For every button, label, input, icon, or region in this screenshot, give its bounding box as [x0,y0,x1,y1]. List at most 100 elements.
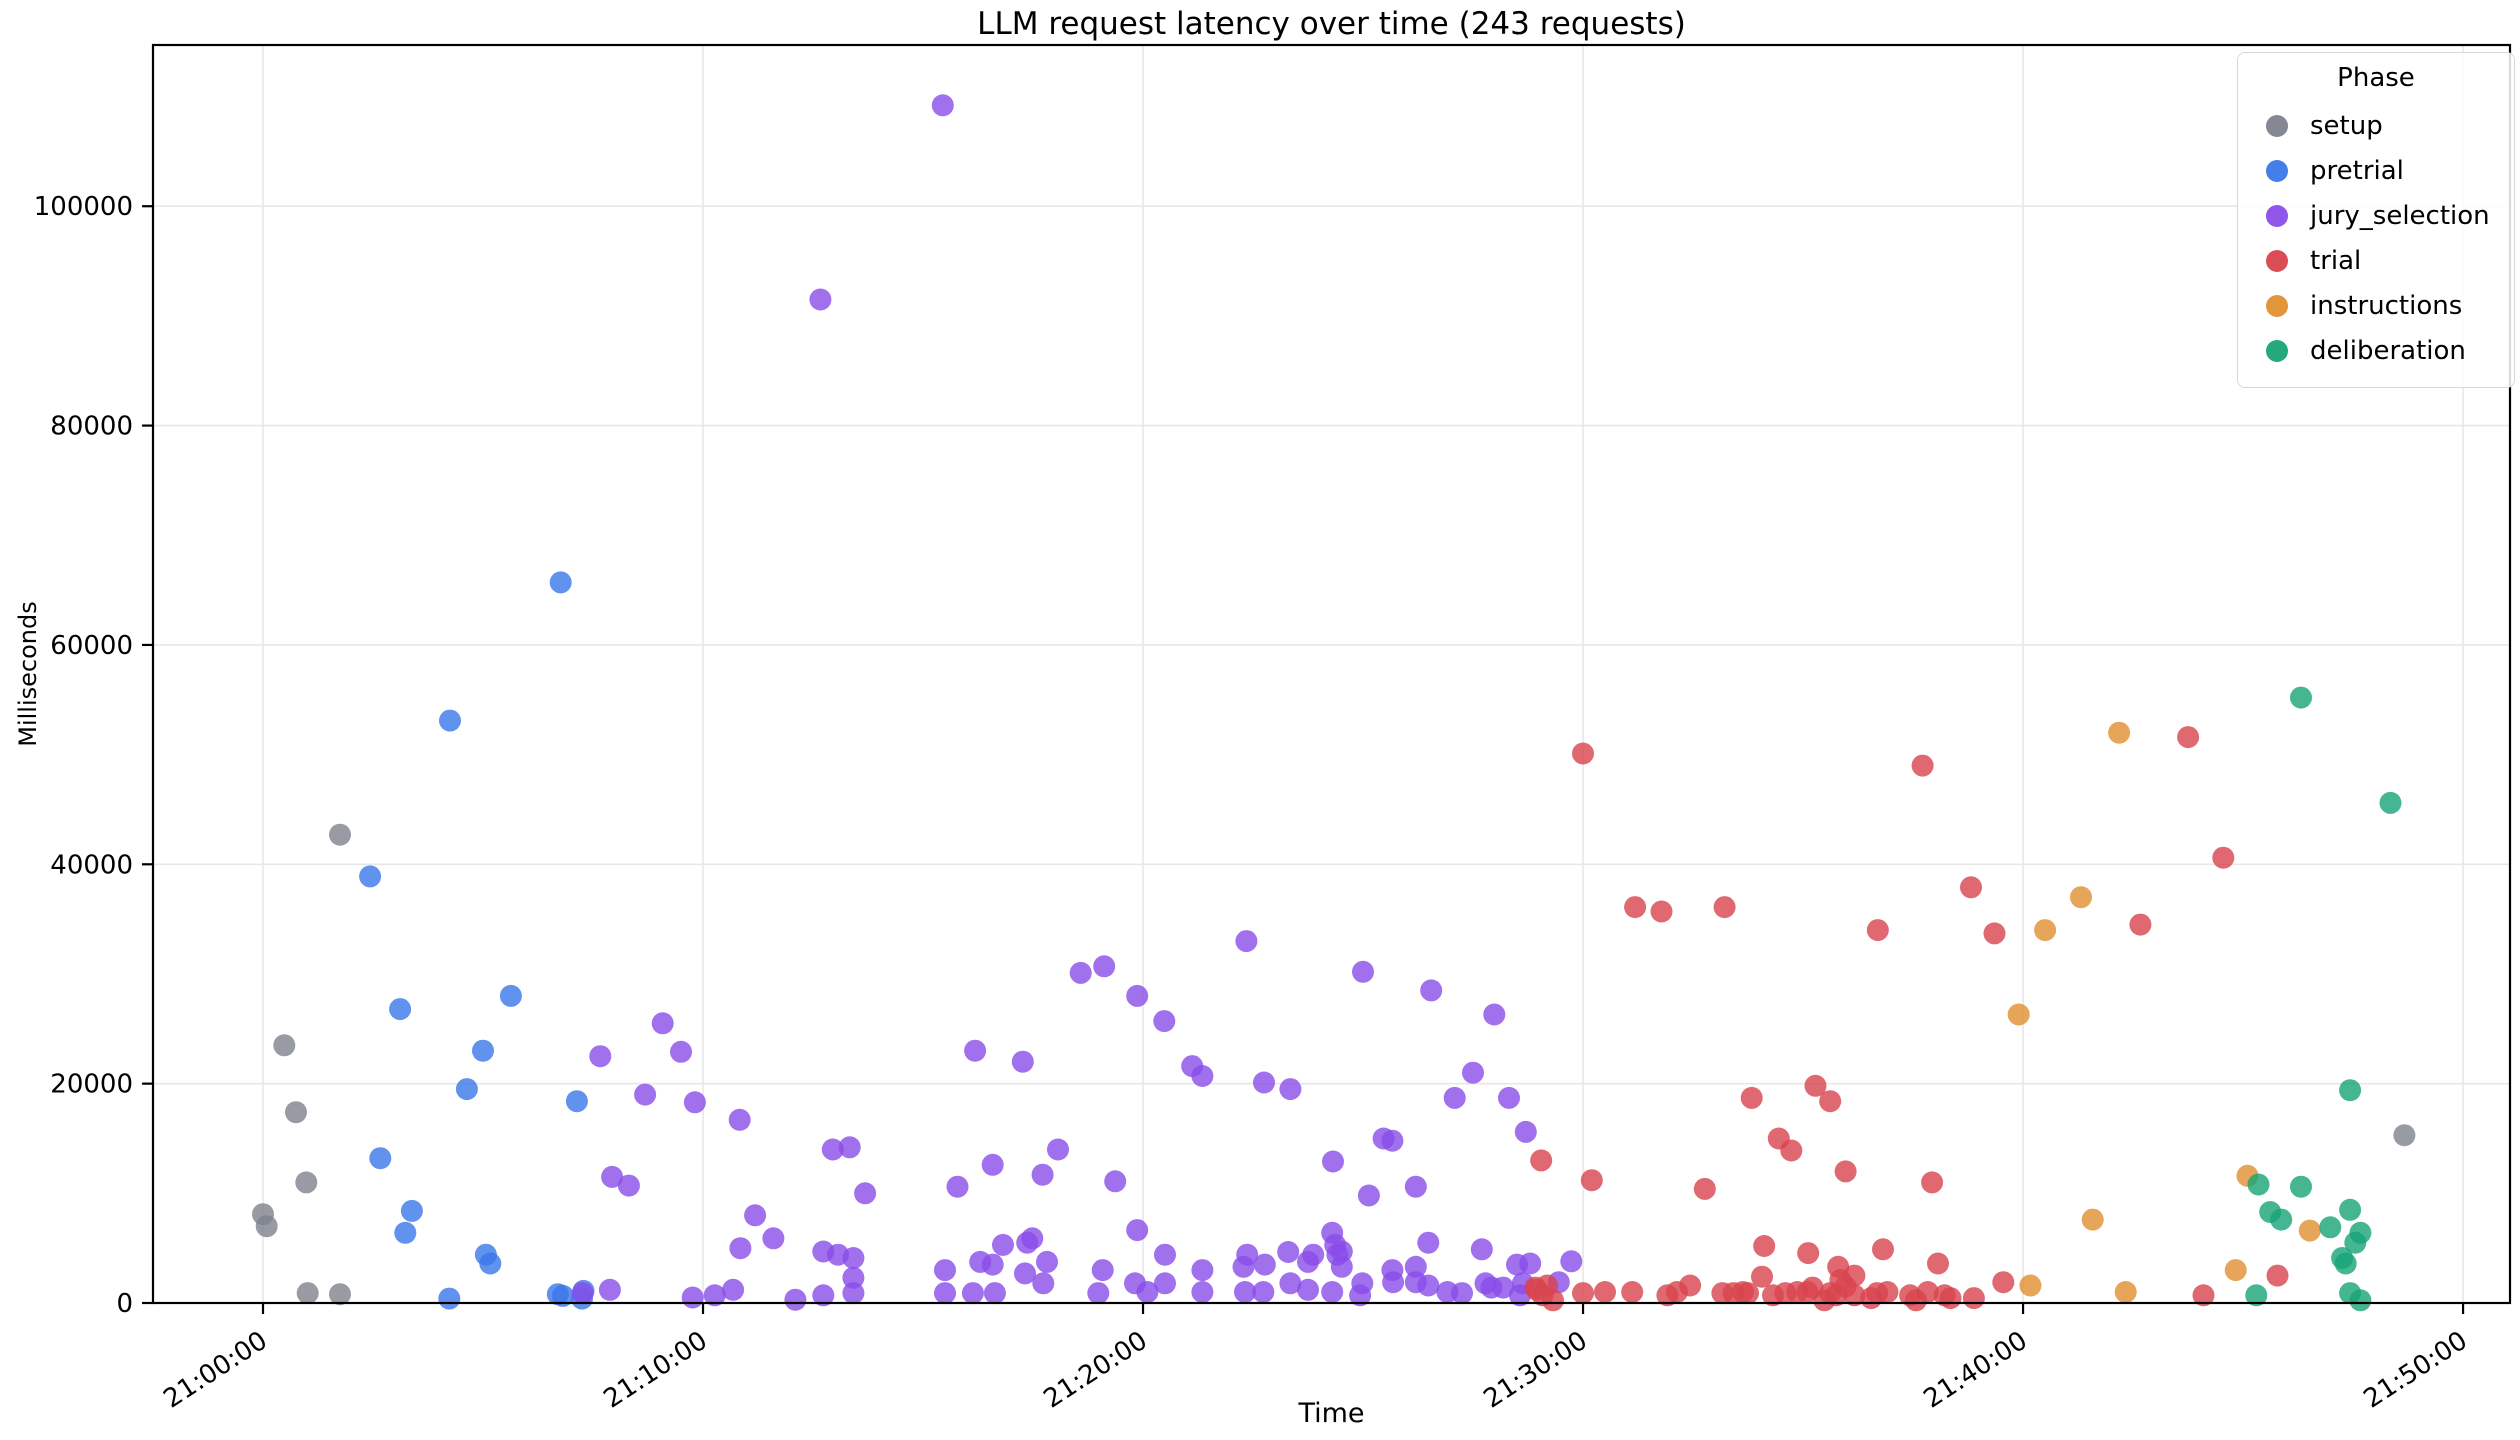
data-point-jury_selection [838,1136,861,1159]
data-point-trial [1621,1281,1644,1303]
data-point-jury_selection [1126,1219,1149,1242]
y-tick-label: 20000 [50,1070,133,1100]
data-point-trial [1834,1160,1857,1183]
data-point-instructions [2298,1219,2321,1242]
data-point-instructions [2070,886,2092,909]
data-point-jury_selection [1093,955,1116,978]
legend-title: Phase [2337,63,2415,93]
legend-item-deliberation: deliberation [2238,328,2514,373]
legend-swatch-icon [2266,204,2288,227]
data-point-jury_selection [722,1278,745,1301]
data-point-jury_selection [1498,1086,1520,1109]
data-point-jury_selection [1253,1253,1276,1276]
data-point-trial [1876,1281,1899,1303]
data-point-jury_selection [1011,1050,1034,1073]
data-point-trial [1960,876,1982,899]
data-point-jury_selection [571,1282,594,1305]
data-point-jury_selection [1154,1243,1176,1266]
data-point-jury_selection [1047,1138,1069,1161]
data-point-jury_selection [651,1012,674,1035]
data-point-instructions [2114,1281,2137,1303]
data-point-jury_selection [934,1282,956,1305]
data-point-jury_selection [634,1083,657,1106]
data-point-jury_selection [992,1233,1014,1256]
data-point-jury_selection [589,1045,612,1068]
legend-swatch-icon [2266,114,2288,137]
data-point-jury_selection [1382,1271,1405,1294]
data-point-trial [2129,913,2152,936]
data-point-jury_selection [681,1286,704,1309]
data-point-pretrial [551,1284,574,1307]
data-point-jury_selection [1519,1252,1542,1275]
data-point-jury_selection [762,1227,785,1250]
data-point-trial [1572,1282,1594,1305]
data-point-deliberation [2339,1079,2362,1102]
data-point-trial [1992,1271,2015,1294]
data-point-jury_selection [729,1237,752,1260]
data-point-jury_selection [1252,1281,1275,1303]
data-point-setup [329,1283,351,1306]
data-point-jury_selection [1417,1274,1440,1297]
data-point-jury_selection [981,1153,1004,1176]
data-point-setup [296,1282,319,1305]
legend-swatch-icon [2266,159,2288,182]
data-point-trial [1572,742,1594,765]
data-point-pretrial [400,1199,423,1222]
data-point-pretrial [439,709,461,732]
data-point-jury_selection [1352,960,1374,983]
data-point-jury_selection [1514,1120,1537,1143]
data-point-trial [2177,726,2200,749]
data-point-jury_selection [1021,1227,1044,1250]
data-point-jury_selection [1234,1281,1256,1303]
data-point-trial [1530,1149,1553,1172]
chart-title: LLM request latency over time (243 reque… [977,6,1686,42]
data-point-jury_selection [1136,1281,1159,1303]
data-point-jury_selection [981,1253,1004,1276]
data-point-jury_selection [1404,1255,1427,1278]
data-point-setup [329,823,351,846]
data-point-trial [1737,1282,1759,1305]
data-point-jury_selection [1236,1243,1259,1266]
data-point-jury_selection [842,1266,865,1289]
y-tick-label: 80000 [50,412,133,442]
data-point-jury_selection [703,1284,726,1307]
legend-label: trial [2310,245,2362,276]
data-point-trial [1693,1177,1716,1200]
data-point-jury_selection [854,1182,877,1205]
legend-label: deliberation [2310,335,2466,366]
data-point-trial [1983,922,2006,945]
data-point-jury_selection [1492,1276,1515,1299]
data-point-trial [1751,1265,1773,1288]
data-point-jury_selection [1104,1170,1127,1193]
data-point-jury_selection [601,1165,624,1188]
data-point-pretrial [394,1221,417,1244]
data-point-instructions [2108,721,2131,744]
data-point-jury_selection [1483,1003,1506,1026]
data-point-jury_selection [964,1039,987,1062]
data-point-trial [2192,1284,2215,1307]
data-point-jury_selection [1153,1010,1176,1033]
data-point-jury_selection [683,1091,706,1114]
data-point-trial [1797,1242,1820,1265]
data-point-trial [2266,1264,2289,1287]
data-point-jury_selection [728,1108,751,1131]
legend-item-trial: trial [2238,238,2514,283]
data-point-deliberation [2290,686,2312,709]
data-point-jury_selection [1191,1281,1214,1303]
data-point-jury_selection [1417,1231,1440,1254]
data-point-jury_selection [1279,1078,1302,1101]
data-point-jury_selection [1443,1086,1466,1109]
legend-items: setup pretrial jury_selection trial instruct… [2238,103,2514,373]
data-point-jury_selection [1091,1259,1114,1282]
data-point-trial [1713,896,1736,919]
data-point-pretrial [369,1147,392,1170]
data-point-trial [1740,1086,1763,1109]
data-point-trial [1542,1289,1564,1312]
data-point-instructions [2019,1274,2042,1297]
data-point-jury_selection [1069,961,1092,984]
data-point-pretrial [438,1287,461,1310]
data-point-setup [273,1034,296,1057]
